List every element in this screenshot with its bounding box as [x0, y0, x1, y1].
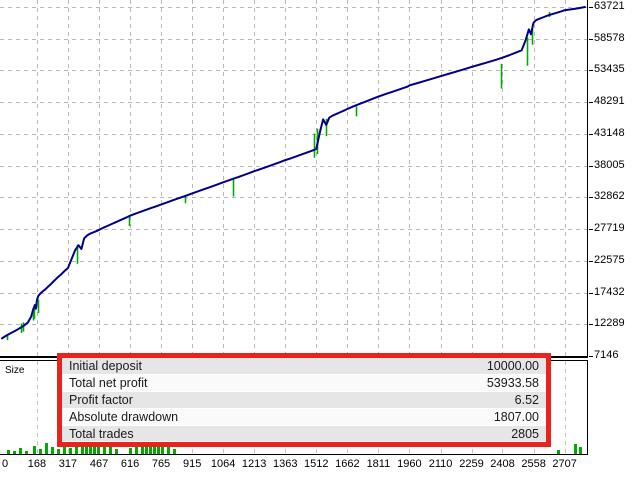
table-row: Absolute drawdown 1807.00: [62, 408, 546, 426]
stat-value: 6.52: [304, 391, 546, 409]
size-panel-label: Size: [5, 365, 25, 376]
table-row: Profit factor 6.52: [62, 391, 546, 409]
stat-value: 1807.00: [304, 408, 546, 426]
y-tick-mark: [589, 229, 593, 230]
y-tick-label: 12289: [594, 317, 625, 329]
y-tick-mark: [589, 293, 593, 294]
y-tick-mark: [589, 7, 593, 8]
y-tick-label: 63721: [594, 0, 625, 12]
y-tick-label: 32862: [594, 190, 625, 202]
x-tick-label: 1662: [335, 458, 360, 470]
x-tick-label: 915: [182, 458, 202, 470]
stat-label: Profit factor: [62, 391, 304, 409]
x-tick-label: 2707: [552, 458, 577, 470]
x-axis: 0 168 317 467 616 765 915 1064 1213 1363 1512 1662 1…: [0, 456, 588, 476]
y-tick-mark: [589, 102, 593, 103]
x-tick-label: 1512: [304, 458, 329, 470]
stat-label: Total net profit: [62, 374, 304, 393]
y-tick-mark: [589, 197, 593, 198]
y-tick-mark: [589, 39, 593, 40]
y-tick-mark: [589, 166, 593, 167]
y-tick-label: 22575: [594, 254, 625, 266]
x-tick-label: 2259: [459, 458, 484, 470]
y-tick-label: 38005: [594, 159, 625, 171]
y-tick-mark: [589, 70, 593, 71]
x-tick-label: 1363: [273, 458, 298, 470]
x-tick-label: 1213: [241, 458, 267, 470]
y-tick-mark: [589, 261, 593, 262]
x-tick-label: 1811: [366, 458, 391, 470]
x-tick-label: 168: [27, 458, 47, 470]
x-tick-label: 765: [151, 458, 171, 470]
stat-label: Initial deposit: [62, 358, 304, 376]
x-tick-label: 2110: [428, 458, 453, 470]
equity-curve-svg: [0, 0, 587, 357]
stat-value: 53933.58: [304, 374, 546, 393]
stat-value: 2805: [304, 425, 546, 443]
stats-table-body: Initial deposit 10000.00 Total net profit 5…: [62, 358, 546, 443]
x-tick-label: 1064: [210, 458, 236, 470]
x-tick-label: 467: [89, 458, 109, 470]
y-tick-label: 17432: [594, 286, 625, 298]
y-tick-mark: [589, 356, 593, 357]
y-tick-label: 48291: [594, 95, 625, 107]
x-tick-label: 1960: [397, 458, 422, 470]
y-tick-mark: [589, 324, 593, 325]
x-tick-label: 616: [120, 458, 140, 470]
stat-label: Total trades: [62, 425, 304, 443]
equity-curve-plot[interactable]: [0, 0, 588, 358]
stats-table: Initial deposit 10000.00 Total net profit 5…: [62, 358, 546, 443]
table-row: Total net profit 53933.58: [62, 374, 546, 393]
y-tick-label: 58578: [594, 32, 625, 44]
x-tick-label: 2558: [521, 458, 546, 470]
stat-label: Absolute drawdown: [62, 408, 304, 426]
y-tick-label: 43148: [594, 127, 625, 139]
y-tick-label: 27719: [594, 222, 625, 234]
x-tick-label: 0: [2, 458, 9, 470]
stats-summary-box: Initial deposit 10000.00 Total net profit 5…: [57, 353, 551, 447]
y-tick-label: 7146: [594, 349, 619, 361]
stat-value: 10000.00: [304, 358, 546, 376]
y-axis: 7146 12289 17432 22575 27719 32862 38005 43148 4…: [589, 0, 640, 361]
table-row: Initial deposit 10000.00: [62, 358, 546, 376]
x-tick-label: 2408: [490, 458, 515, 470]
y-tick-label: 53435: [594, 63, 625, 75]
y-tick-mark: [589, 134, 593, 135]
table-row: Total trades 2805: [62, 425, 546, 443]
x-tick-label: 317: [58, 458, 78, 470]
